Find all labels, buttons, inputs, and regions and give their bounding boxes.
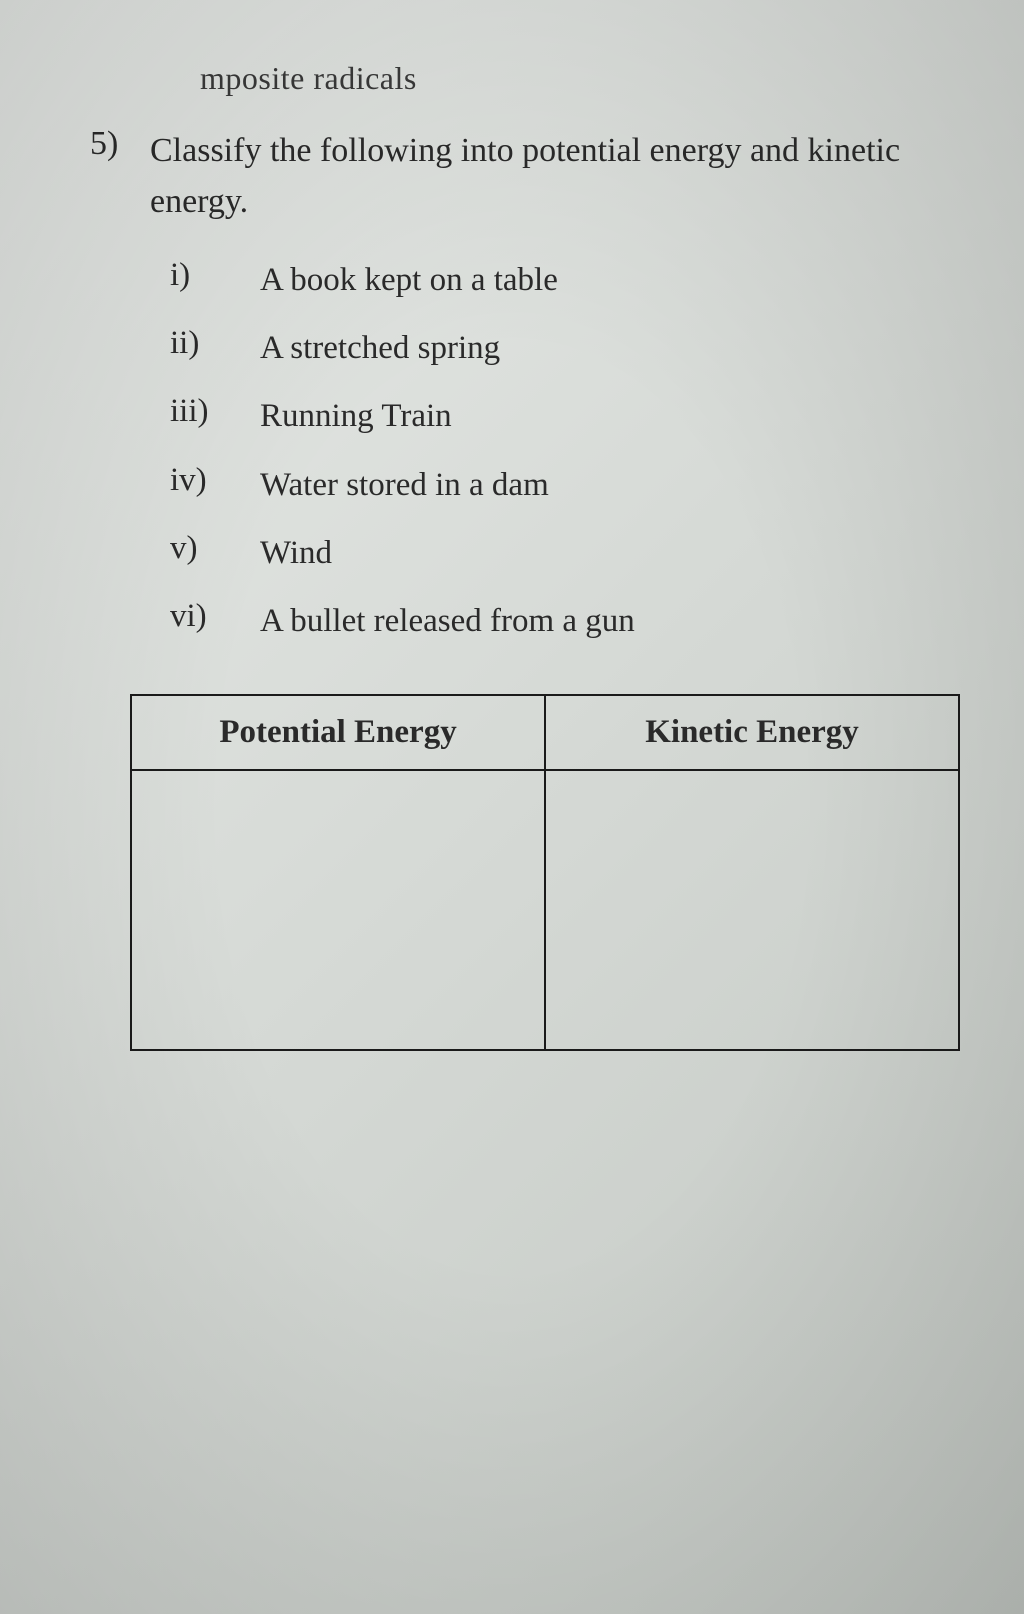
list-item: v) Wind [170, 530, 954, 576]
cell-kinetic [545, 770, 959, 1050]
roman-numeral: iii) [170, 393, 260, 430]
table-row [131, 770, 959, 1050]
list-item: iv) Water stored in a dam [170, 462, 954, 508]
header-potential: Potential Energy [131, 695, 545, 770]
roman-numeral: vi) [170, 598, 260, 635]
question-text: Classify the following into potential en… [150, 125, 954, 227]
cell-potential [131, 770, 545, 1050]
item-text: A stretched spring [260, 325, 500, 371]
list-item: ii) A stretched spring [170, 325, 954, 371]
item-text: Running Train [260, 393, 452, 439]
question-number: 5) [90, 125, 150, 163]
question-row: 5) Classify the following into potential… [90, 125, 954, 227]
classification-table-wrap: Potential Energy Kinetic Energy [130, 694, 954, 1051]
list-item: vi) A bullet released from a gun [170, 598, 954, 644]
worksheet-page: mposite radicals 5) Classify the followi… [0, 0, 1024, 1614]
partial-top-line: mposite radicals [200, 60, 954, 97]
header-kinetic: Kinetic Energy [545, 695, 959, 770]
roman-numeral: ii) [170, 325, 260, 362]
table-header-row: Potential Energy Kinetic Energy [131, 695, 959, 770]
item-text: A book kept on a table [260, 257, 558, 303]
roman-numeral: v) [170, 530, 260, 567]
item-text: A bullet released from a gun [260, 598, 635, 644]
classification-table: Potential Energy Kinetic Energy [130, 694, 960, 1051]
list-item: i) A book kept on a table [170, 257, 954, 303]
list-item: iii) Running Train [170, 393, 954, 439]
roman-numeral: i) [170, 257, 260, 294]
item-text: Water stored in a dam [260, 462, 549, 508]
roman-numeral: iv) [170, 462, 260, 499]
item-text: Wind [260, 530, 332, 576]
item-list: i) A book kept on a table ii) A stretche… [170, 257, 954, 644]
